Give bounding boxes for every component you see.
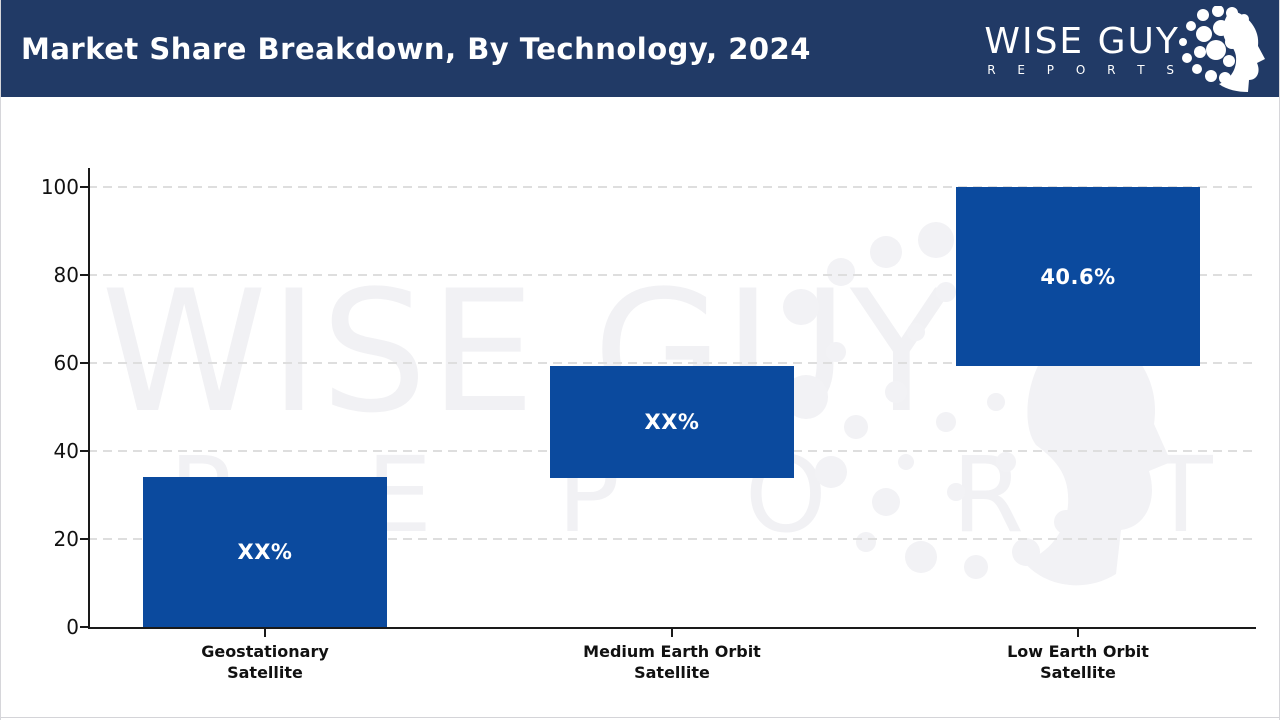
y-tick-label: 100: [40, 175, 79, 199]
bar-value-label: 40.6%: [1040, 264, 1116, 289]
x-category-label: Low Earth Orbit Satellite: [1007, 642, 1149, 682]
wise-guy-reports-logo: WISE GUY R E P O R T S: [981, 6, 1265, 92]
y-tick-label: 0: [66, 615, 79, 639]
y-tick-mark: [80, 450, 88, 452]
x-tick-mark: [1077, 629, 1079, 637]
y-tick-mark: [80, 538, 88, 540]
x-category-label: Geostationary Satellite: [201, 642, 329, 682]
gridline-20: [88, 538, 1254, 540]
bar-segment: XX%: [550, 366, 794, 478]
header-band: Market Share Breakdown, By Technology, 2…: [1, 0, 1279, 97]
x-tick-mark: [671, 629, 673, 637]
logo-wordmark: WISE GUY: [984, 20, 1180, 62]
bar-value-label: XX%: [644, 410, 700, 434]
x-tick-mark: [264, 629, 266, 637]
bottom-border: [1, 717, 1279, 718]
gridline-100: [88, 186, 1254, 188]
y-tick-mark: [80, 362, 88, 364]
y-tick-label: 20: [53, 527, 79, 551]
y-tick-label: 80: [53, 263, 79, 287]
bar-chart: 0 20 40 60 80 100 XX% Geostationary Satellite XX…: [1, 97, 1279, 720]
logo-face-dots-icon: [1179, 6, 1265, 92]
y-tick-mark: [80, 626, 88, 628]
y-tick-label: 60: [53, 351, 79, 375]
bar-segment: 40.6%: [956, 187, 1200, 366]
bar-value-label: XX%: [237, 540, 293, 564]
y-tick-mark: [80, 274, 88, 276]
x-category-label: Medium Earth Orbit Satellite: [583, 642, 761, 682]
y-tick-mark: [80, 186, 88, 188]
bar-segment: XX%: [143, 477, 387, 627]
y-tick-label: 40: [53, 439, 79, 463]
gridline-60: [88, 362, 1254, 364]
page-title: Market Share Breakdown, By Technology, 2…: [21, 31, 811, 66]
gridline-80: [88, 274, 1254, 276]
x-axis-spine: [88, 627, 1256, 629]
logo-subtext: R E P O R T S: [987, 62, 1183, 77]
y-axis-spine: [88, 168, 90, 629]
